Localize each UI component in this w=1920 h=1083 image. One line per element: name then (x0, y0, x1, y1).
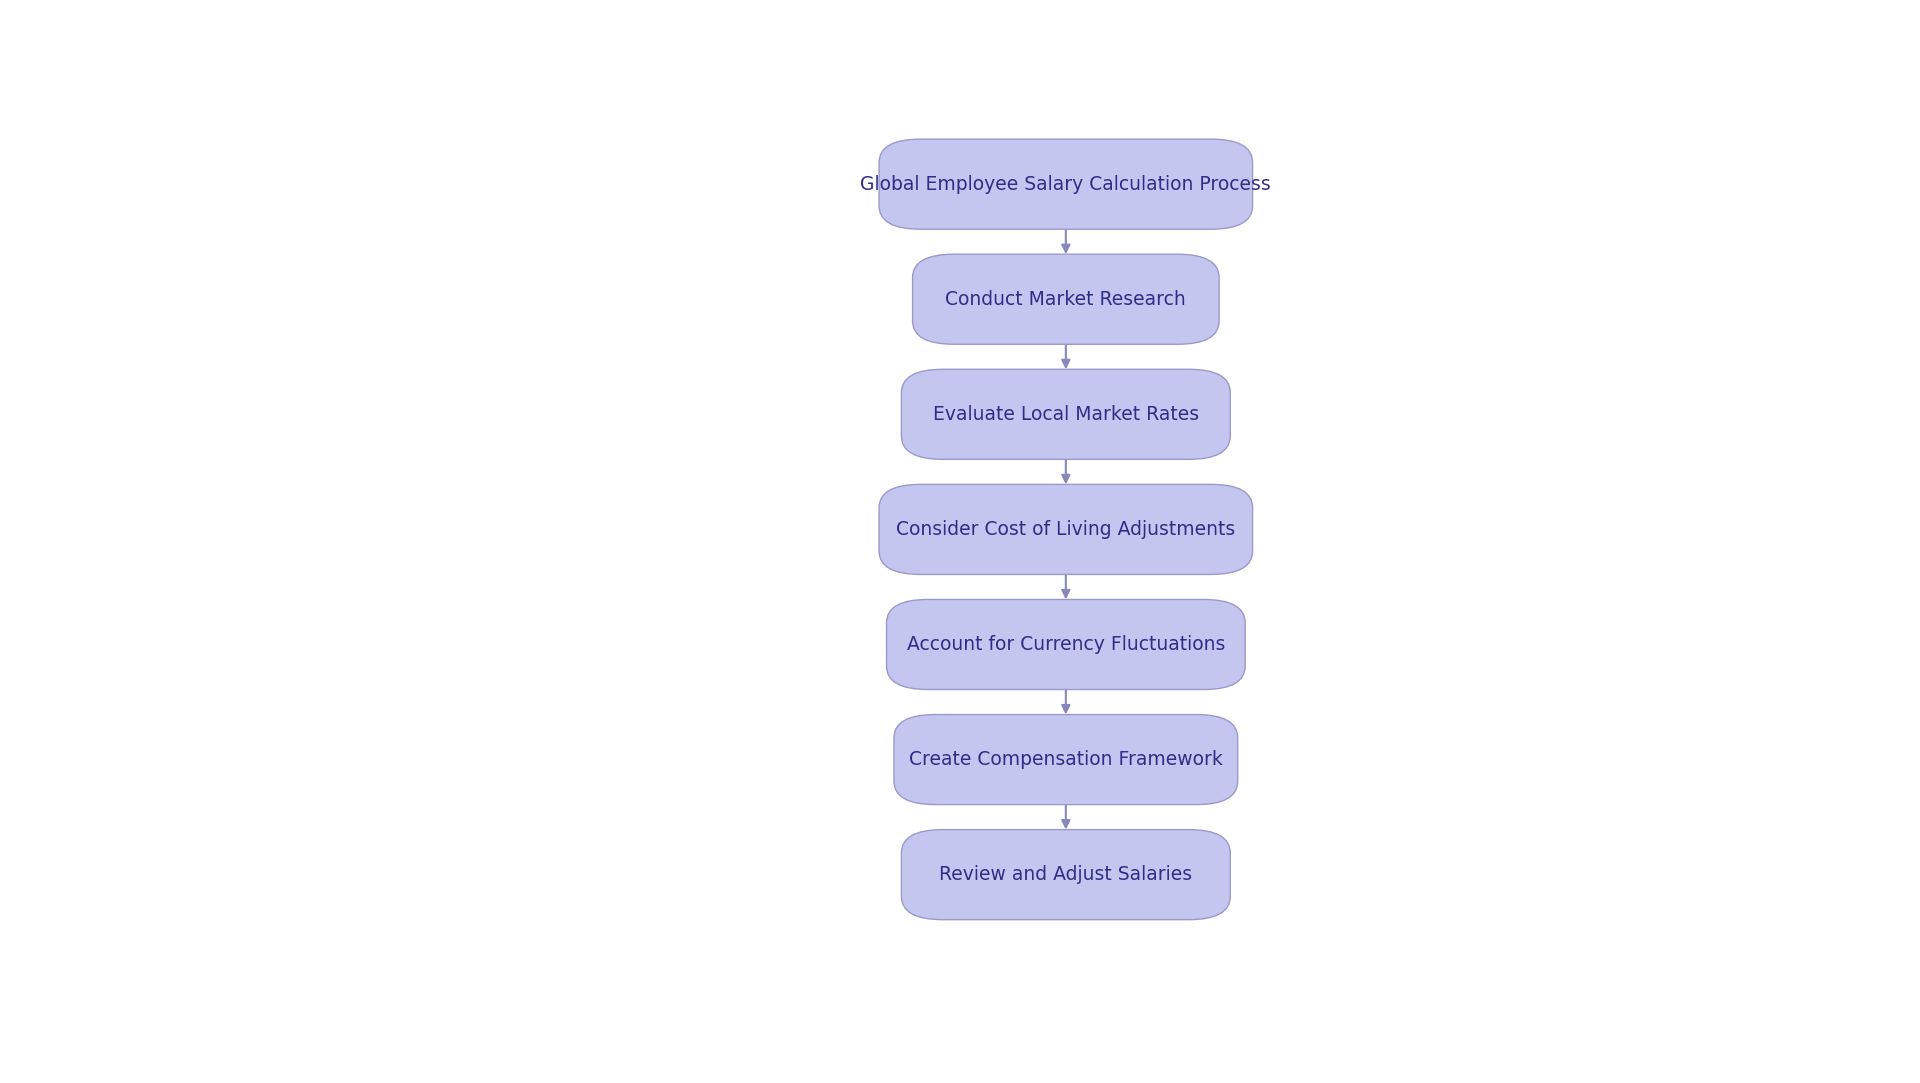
FancyBboxPatch shape (887, 600, 1246, 690)
FancyBboxPatch shape (895, 715, 1238, 805)
Text: Global Employee Salary Calculation Process: Global Employee Salary Calculation Proce… (860, 174, 1271, 194)
FancyBboxPatch shape (879, 139, 1252, 230)
Text: Create Compensation Framework: Create Compensation Framework (908, 751, 1223, 769)
Text: Review and Adjust Salaries: Review and Adjust Salaries (939, 865, 1192, 884)
Text: Consider Cost of Living Adjustments: Consider Cost of Living Adjustments (897, 520, 1235, 539)
FancyBboxPatch shape (900, 369, 1231, 459)
FancyBboxPatch shape (879, 484, 1252, 574)
Text: Conduct Market Research: Conduct Market Research (945, 290, 1187, 309)
FancyBboxPatch shape (900, 830, 1231, 919)
Text: Account for Currency Fluctuations: Account for Currency Fluctuations (906, 635, 1225, 654)
FancyBboxPatch shape (912, 255, 1219, 344)
Text: Evaluate Local Market Rates: Evaluate Local Market Rates (933, 405, 1198, 423)
